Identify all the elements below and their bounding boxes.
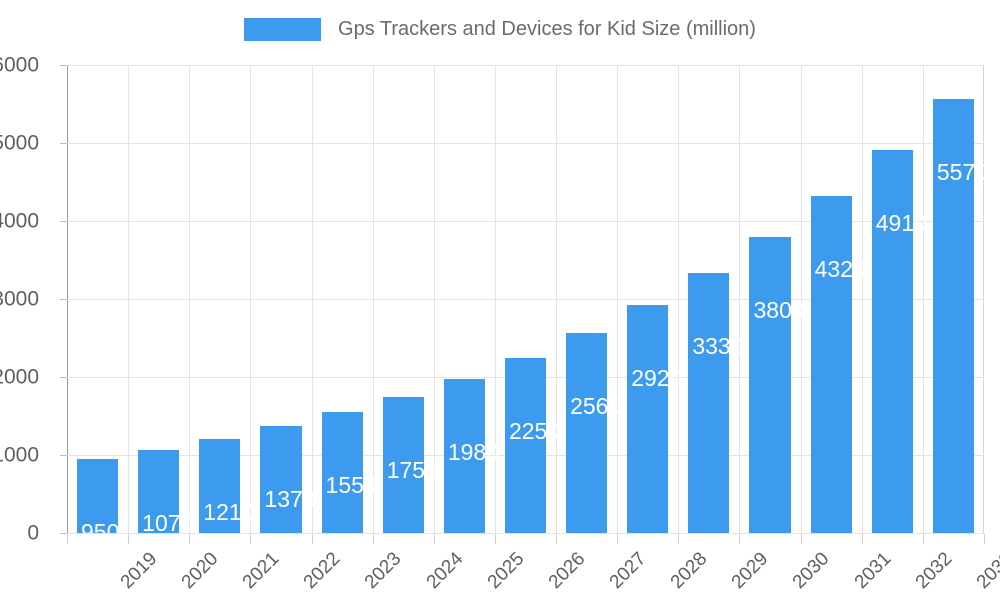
x-axis-tick-label: 2022 (299, 548, 345, 594)
gridline-vertical (678, 65, 679, 533)
bar[interactable] (749, 236, 791, 533)
gridline-vertical (801, 65, 802, 533)
bar[interactable] (260, 426, 302, 533)
bar[interactable] (443, 378, 485, 533)
gridline-vertical (862, 65, 863, 533)
bar[interactable] (321, 412, 363, 533)
legend-color-swatch (244, 17, 322, 41)
plot-area: 0 1000 2000 3000 4000 5000 6000 2019 2020 2021 20… (0, 55, 1000, 594)
y-axis-tick-label: 5000 (0, 131, 39, 155)
legend-label: Gps Trackers and Devices for Kid Size (m… (338, 18, 756, 40)
x-axis-tick-mark (373, 534, 374, 544)
bar[interactable] (627, 305, 669, 533)
y-axis-tick-mark (60, 221, 67, 222)
x-axis-tick-label: 2019 (116, 548, 162, 594)
x-axis-tick-mark (67, 534, 68, 544)
x-axis-tick-mark (678, 534, 679, 544)
bar[interactable] (138, 449, 180, 533)
bar[interactable] (504, 357, 547, 533)
gridline-vertical (434, 65, 435, 533)
x-axis-tick-label: 2030 (789, 548, 834, 594)
y-axis-tick-label: 6000 (0, 53, 39, 77)
x-axis-tick-mark (923, 534, 924, 544)
x-axis-tick-label: 2025 (483, 548, 529, 594)
x-axis-tick-label: 2024 (422, 548, 467, 594)
y-axis-tick-mark (60, 65, 67, 66)
x-axis-tick-mark (189, 534, 190, 544)
x-axis-tick-mark (250, 534, 251, 544)
gridline-horizontal (67, 143, 984, 144)
gridline-horizontal (67, 533, 984, 534)
bar[interactable] (688, 273, 730, 533)
x-axis-tick-label: 2028 (666, 548, 712, 594)
gridline-vertical (250, 65, 251, 533)
x-axis-tick-label: 2032 (911, 548, 957, 594)
bars-container: 950 1070 1210 1370 1550 1750 1980 2250 2560 2920 3… (67, 65, 1000, 533)
y-axis-tick-label: 3000 (0, 287, 39, 311)
y-axis-tick-label: 0 (27, 521, 39, 545)
bar[interactable] (932, 98, 974, 533)
bar[interactable] (77, 458, 119, 533)
x-axis-tick-mark (984, 534, 985, 544)
x-axis-tick-label: 2031 (850, 548, 895, 594)
gridline-vertical (128, 65, 129, 533)
x-axis-tick-mark (801, 534, 802, 544)
y-axis-tick-label: 4000 (0, 209, 39, 233)
gridline-vertical (312, 65, 313, 533)
gridline-horizontal (67, 299, 984, 300)
x-axis-tick-label: 2021 (238, 548, 284, 594)
gridline-vertical (495, 65, 496, 533)
bar[interactable] (382, 396, 424, 533)
x-axis-tick-mark (312, 534, 313, 544)
bar[interactable] (810, 196, 852, 533)
gridline-vertical (923, 65, 924, 533)
y-axis-tick-label: 2000 (0, 365, 39, 389)
gridline-vertical (617, 65, 618, 533)
x-axis-tick-mark (495, 534, 496, 544)
x-axis-tick-label: 2033 (972, 548, 1000, 594)
x-axis-tick-label: 2020 (177, 548, 223, 594)
bar[interactable] (566, 333, 608, 533)
x-axis-tick-mark (434, 534, 435, 544)
x-axis-tick-label: 2029 (727, 548, 773, 594)
y-axis-tick-mark (60, 455, 67, 456)
bar[interactable] (199, 438, 241, 533)
x-axis-tick-mark (556, 534, 557, 544)
bar[interactable] (871, 150, 913, 533)
y-axis-tick-mark (60, 143, 67, 144)
gridline-horizontal (67, 65, 984, 66)
gridline-vertical (373, 65, 374, 533)
x-axis-tick-label: 2023 (361, 548, 406, 594)
y-axis-tick-mark (60, 377, 67, 378)
x-axis-tick-mark (739, 534, 740, 544)
gridline-horizontal (67, 221, 984, 222)
x-axis-tick-label: 2027 (605, 548, 651, 594)
y-axis-tick-mark (60, 533, 67, 534)
gridline-vertical (189, 65, 190, 533)
x-axis-tick-mark (862, 534, 863, 544)
x-axis-tick-label: 2026 (544, 548, 590, 594)
x-axis-tick-mark (617, 534, 618, 544)
gridline-vertical (739, 65, 740, 533)
bars-layer: 950 1070 1210 1370 1550 1750 1980 2250 2560 2920 3… (67, 65, 1000, 533)
y-axis-tick-label: 1000 (0, 443, 39, 467)
chart-legend: Gps Trackers and Devices for Kid Size (m… (0, 10, 1000, 48)
x-axis-tick-mark (128, 534, 129, 544)
gridline-vertical (556, 65, 557, 533)
y-axis-tick-mark (60, 299, 67, 300)
